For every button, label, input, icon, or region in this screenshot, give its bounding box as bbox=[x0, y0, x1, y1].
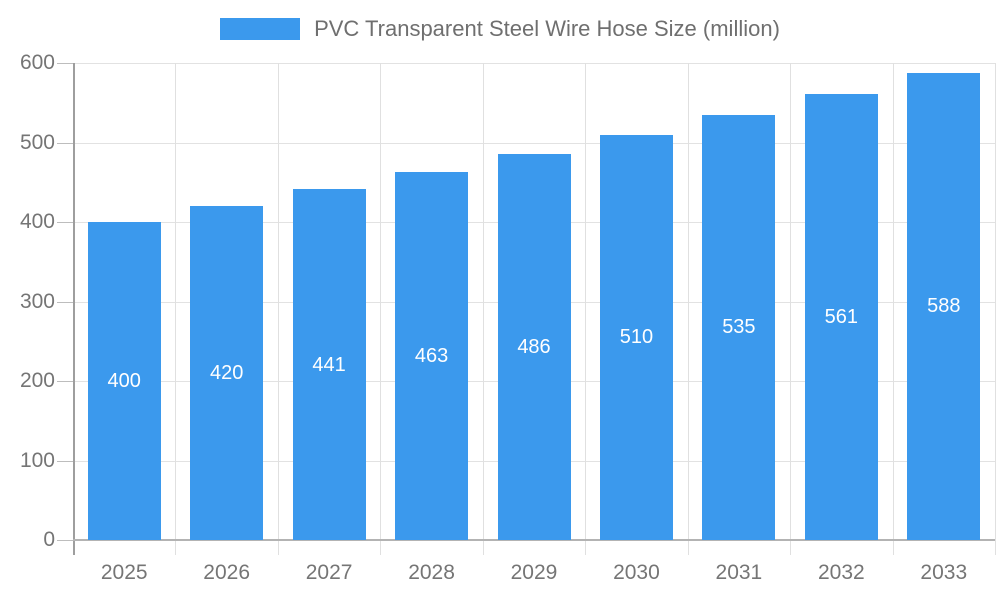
y-gridline bbox=[73, 63, 995, 64]
x-gridline bbox=[482, 63, 484, 555]
y-axis-tick-label: 0 bbox=[43, 528, 55, 551]
x-axis-tick-label: 2026 bbox=[203, 561, 251, 584]
y-tick bbox=[57, 381, 73, 382]
y-axis-tick-label: 200 bbox=[19, 369, 55, 392]
y-axis-tick-label: 400 bbox=[19, 210, 55, 233]
x-axis-tick-label: 2031 bbox=[715, 561, 763, 584]
y-tick bbox=[57, 142, 73, 144]
x-gridline bbox=[175, 63, 177, 555]
y-tick bbox=[57, 540, 73, 541]
bar-2029[interactable] bbox=[497, 153, 571, 540]
x-gridline bbox=[790, 63, 792, 555]
x-axis-tick-label: 2029 bbox=[510, 561, 558, 584]
y-axis-tick-label: 600 bbox=[19, 51, 55, 74]
x-gridline bbox=[687, 63, 689, 555]
x-axis-tick-label: 2028 bbox=[408, 561, 455, 584]
x-gridline bbox=[277, 63, 279, 555]
bar-2028[interactable] bbox=[395, 171, 469, 540]
x-axis-tick-label: 2027 bbox=[305, 561, 353, 584]
x-axis-tick-label: 2032 bbox=[817, 561, 865, 584]
bar-2032[interactable] bbox=[804, 94, 878, 540]
y-axis-tick-label: 300 bbox=[19, 289, 55, 313]
bar-2030[interactable] bbox=[599, 134, 673, 540]
legend-swatch bbox=[220, 18, 301, 40]
bar-2033[interactable] bbox=[907, 72, 981, 540]
x-gridline bbox=[585, 63, 587, 555]
y-tick bbox=[57, 222, 73, 223]
bar-2031[interactable] bbox=[702, 114, 776, 540]
y-axis-tick-label: 100 bbox=[19, 448, 55, 472]
y-tick bbox=[57, 460, 73, 462]
x-gridline bbox=[380, 63, 382, 555]
y-tick bbox=[57, 63, 73, 64]
bar-2025[interactable] bbox=[87, 222, 161, 540]
y-axis-line bbox=[73, 63, 75, 555]
y-axis-tick-label: 500 bbox=[19, 130, 55, 154]
x-gridline bbox=[892, 63, 894, 555]
x-axis-tick-label: 2025 bbox=[100, 561, 148, 584]
y-tick bbox=[57, 301, 73, 303]
bar-2026[interactable] bbox=[190, 206, 264, 540]
x-axis-tick-label: 2033 bbox=[920, 561, 968, 584]
x-gridline bbox=[995, 63, 996, 555]
legend-label: PVC Transparent Steel Wire Hose Size (mi… bbox=[314, 16, 780, 41]
y-gridline bbox=[73, 142, 995, 144]
x-axis-tick-label: 2030 bbox=[613, 561, 660, 584]
x-axis-line bbox=[73, 539, 995, 541]
legend-item[interactable]: PVC Transparent Steel Wire Hose Size (mi… bbox=[0, 14, 1000, 44]
bar-2027[interactable] bbox=[292, 189, 366, 540]
